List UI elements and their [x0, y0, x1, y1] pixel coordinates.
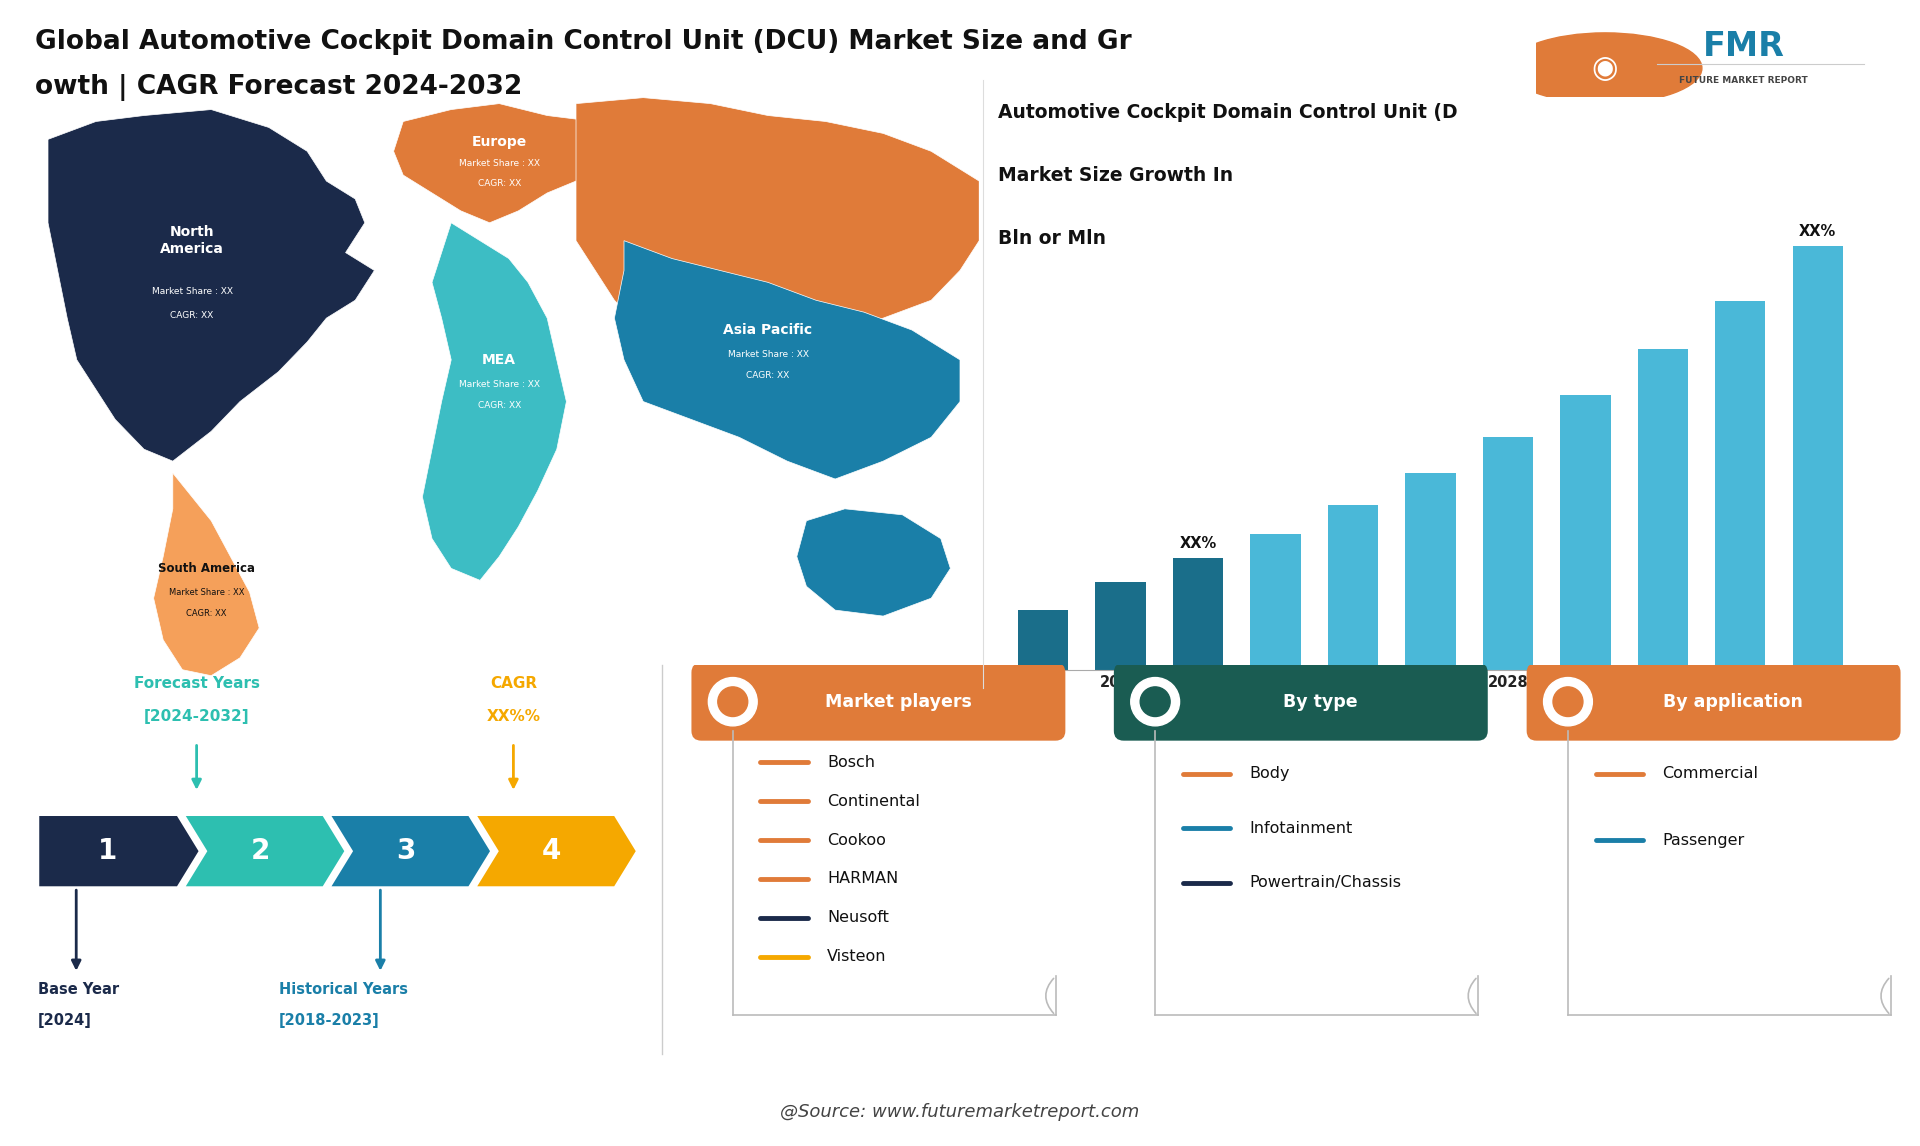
Text: 2: 2: [250, 837, 269, 865]
Bar: [1173, 558, 1223, 670]
FancyBboxPatch shape: [1526, 662, 1901, 740]
Text: Visteon: Visteon: [828, 949, 887, 965]
Bar: [1638, 350, 1688, 670]
Text: owth | CAGR Forecast 2024-2032: owth | CAGR Forecast 2024-2032: [35, 74, 522, 102]
Text: FMR: FMR: [1703, 30, 1784, 63]
Text: Market players: Market players: [826, 692, 972, 711]
Text: 4: 4: [541, 837, 561, 865]
Text: CAGR: XX: CAGR: XX: [478, 400, 520, 409]
Text: Asia Pacific: Asia Pacific: [724, 323, 812, 337]
Polygon shape: [614, 241, 960, 479]
Circle shape: [1544, 677, 1592, 725]
Text: Continental: Continental: [828, 793, 920, 809]
Text: Base Year: Base Year: [38, 982, 119, 997]
Polygon shape: [184, 815, 346, 887]
Text: Market Share : XX: Market Share : XX: [169, 588, 244, 597]
Text: Market Size Growth In: Market Size Growth In: [998, 166, 1233, 186]
Bar: [1561, 394, 1611, 670]
Polygon shape: [154, 473, 259, 676]
Polygon shape: [476, 815, 637, 887]
Text: Cookoo: Cookoo: [828, 832, 887, 848]
Text: MEA: MEA: [482, 353, 516, 367]
Text: Market Share : XX: Market Share : XX: [459, 159, 540, 168]
Text: North
America: North America: [159, 225, 225, 257]
Circle shape: [708, 677, 756, 725]
Text: Commercial: Commercial: [1663, 767, 1759, 782]
Text: By type: By type: [1283, 692, 1357, 711]
Text: @Source: www.futuremarketreport.com: @Source: www.futuremarketreport.com: [780, 1102, 1140, 1121]
Text: CAGR: XX: CAGR: XX: [478, 179, 520, 188]
Text: Global Automotive Cockpit Domain Control Unit (DCU) Market Size and Gr: Global Automotive Cockpit Domain Control…: [35, 29, 1131, 55]
Polygon shape: [38, 815, 200, 887]
Text: XX%%: XX%%: [486, 709, 540, 724]
Bar: [1094, 582, 1146, 670]
Circle shape: [1131, 677, 1179, 725]
Circle shape: [1553, 686, 1582, 716]
Bar: [1250, 534, 1300, 670]
Text: CAGR: XX: CAGR: XX: [171, 311, 213, 320]
Text: Market Share : XX: Market Share : XX: [728, 350, 808, 359]
Text: Infotainment: Infotainment: [1250, 821, 1354, 835]
FancyBboxPatch shape: [1114, 662, 1488, 740]
Bar: [1793, 246, 1843, 670]
Text: ◉: ◉: [1592, 54, 1619, 83]
Text: [2024]: [2024]: [38, 1013, 92, 1028]
Polygon shape: [394, 103, 624, 222]
Circle shape: [1509, 33, 1701, 103]
Bar: [1329, 505, 1379, 670]
Text: By application: By application: [1663, 692, 1803, 711]
Text: FUTURE MARKET REPORT: FUTURE MARKET REPORT: [1678, 77, 1809, 85]
Text: Forecast Years: Forecast Years: [134, 676, 259, 691]
Text: 1: 1: [98, 837, 117, 865]
Text: Powertrain/Chassis: Powertrain/Chassis: [1250, 876, 1402, 890]
Polygon shape: [330, 815, 492, 887]
Text: South America: South America: [157, 562, 255, 575]
Circle shape: [718, 686, 747, 716]
Text: 3: 3: [396, 837, 415, 865]
Text: Passenger: Passenger: [1663, 832, 1745, 848]
Bar: [1018, 610, 1068, 670]
FancyBboxPatch shape: [691, 662, 1066, 740]
Text: XX%: XX%: [1799, 223, 1836, 238]
Text: Europe: Europe: [472, 135, 526, 149]
Bar: [1482, 437, 1532, 670]
Text: [2024-2032]: [2024-2032]: [144, 709, 250, 724]
Text: [2018-2023]: [2018-2023]: [278, 1013, 380, 1028]
Text: Automotive Cockpit Domain Control Unit (D: Automotive Cockpit Domain Control Unit (…: [998, 103, 1457, 123]
Text: CAGR: CAGR: [490, 676, 538, 691]
Text: CAGR: XX: CAGR: XX: [186, 609, 227, 618]
Polygon shape: [797, 509, 950, 617]
Text: Body: Body: [1250, 767, 1290, 782]
Text: Historical Years: Historical Years: [278, 982, 407, 997]
Text: CAGR: XX: CAGR: XX: [747, 370, 789, 379]
Text: Market Share : XX: Market Share : XX: [152, 288, 232, 297]
Bar: [1715, 300, 1766, 670]
Text: Neusoft: Neusoft: [828, 910, 889, 926]
Text: Bln or Mln: Bln or Mln: [998, 229, 1106, 249]
Polygon shape: [48, 110, 374, 461]
Text: Market Share : XX: Market Share : XX: [459, 379, 540, 388]
Bar: [1405, 473, 1455, 670]
Text: XX%: XX%: [1179, 536, 1217, 551]
Circle shape: [1140, 686, 1169, 716]
Polygon shape: [576, 97, 979, 360]
Polygon shape: [422, 222, 566, 580]
Text: HARMAN: HARMAN: [828, 871, 899, 887]
Text: Bosch: Bosch: [828, 754, 876, 770]
